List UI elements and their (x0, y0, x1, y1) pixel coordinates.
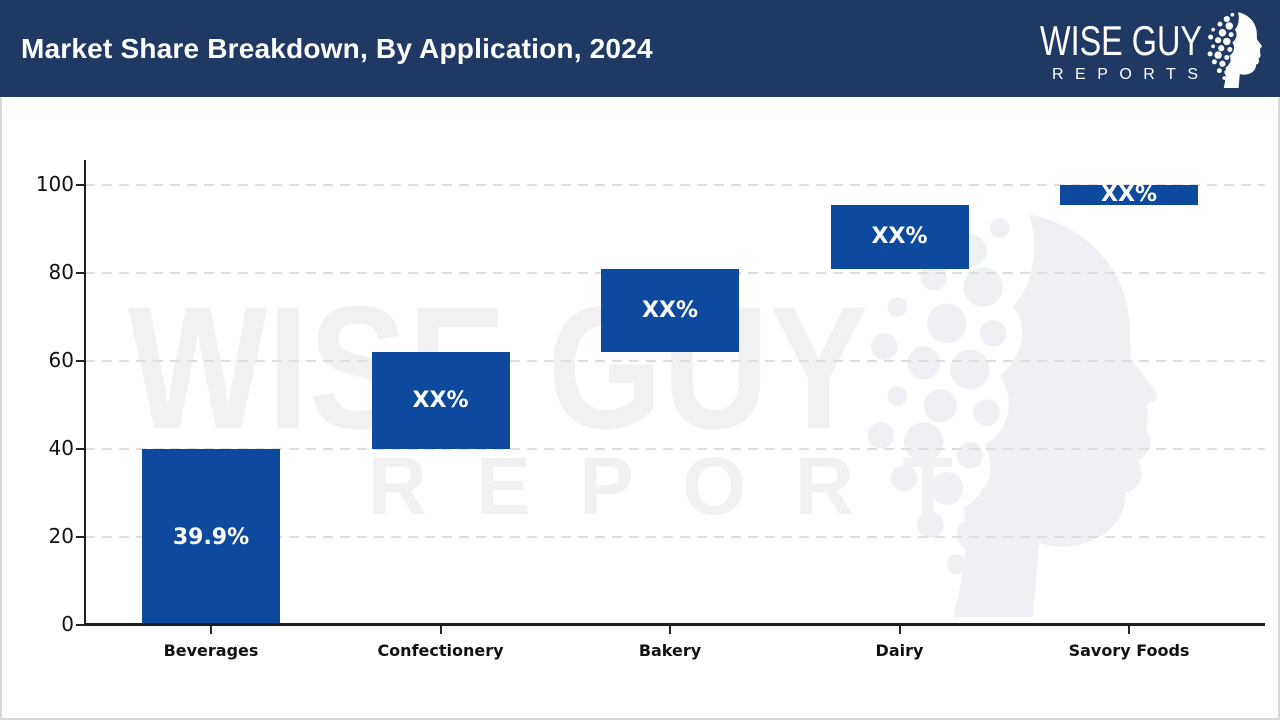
y-tick-label: 100 (35, 172, 74, 196)
x-tick-mark (439, 626, 442, 634)
x-category-label: Beverages (163, 641, 259, 660)
bar-value-label: XX% (412, 388, 469, 414)
y-tick-label: 20 (48, 524, 74, 548)
logo-primary-text: WISE GUY (1040, 17, 1202, 64)
bar-value-label: 39.9% (172, 524, 250, 550)
logo-secondary-text: REPORTS (1052, 66, 1198, 83)
y-grid-line (85, 448, 1265, 450)
x-tick-mark (1128, 626, 1130, 634)
x-category-label: Bakery (638, 641, 702, 660)
x-tick-mark (898, 626, 901, 634)
logo-face-icon (1207, 12, 1263, 88)
y-tick-label: 60 (48, 348, 74, 372)
bar-confectionery: XX% (371, 352, 510, 450)
bar-value-label: XX% (1101, 182, 1157, 208)
x-tick-mark (669, 626, 671, 634)
bar-dairy: XX% (830, 204, 969, 269)
y-tick-mark (76, 448, 84, 450)
y-tick-label: 80 (48, 260, 74, 284)
x-category-label: Dairy (875, 641, 924, 660)
y-tick-label: 0 (61, 612, 74, 636)
x-category-label: Confectionery (377, 641, 504, 660)
x-axis-line (84, 623, 1265, 626)
page-title: Market Share Breakdown, By Application, … (21, 32, 653, 64)
bar-value-label: XX% (642, 297, 698, 323)
y-tick-mark (76, 272, 84, 274)
wise-guy-logo: WISE GUY REPORTS (1040, 12, 1263, 88)
y-grid-line (85, 360, 1265, 362)
y-tick-mark (76, 184, 84, 186)
y-tick-label: 40 (48, 436, 74, 460)
bar-bakery: XX% (601, 268, 739, 353)
x-tick-mark (210, 626, 212, 634)
bar-savory-foods: XX% (1060, 182, 1198, 208)
y-grid-line (85, 536, 1265, 538)
bar-beverages: 39.9% (142, 449, 280, 625)
bar-value-label: XX% (871, 224, 928, 250)
y-tick-mark (76, 360, 84, 362)
y-tick-mark (76, 536, 84, 538)
x-category-label: Savory Foods (1068, 641, 1190, 660)
header-bar: Market Share Breakdown, By Application, … (0, 0, 1280, 97)
y-grid-line (85, 184, 1265, 186)
y-tick-mark (76, 624, 84, 626)
y-axis-line (84, 160, 86, 626)
